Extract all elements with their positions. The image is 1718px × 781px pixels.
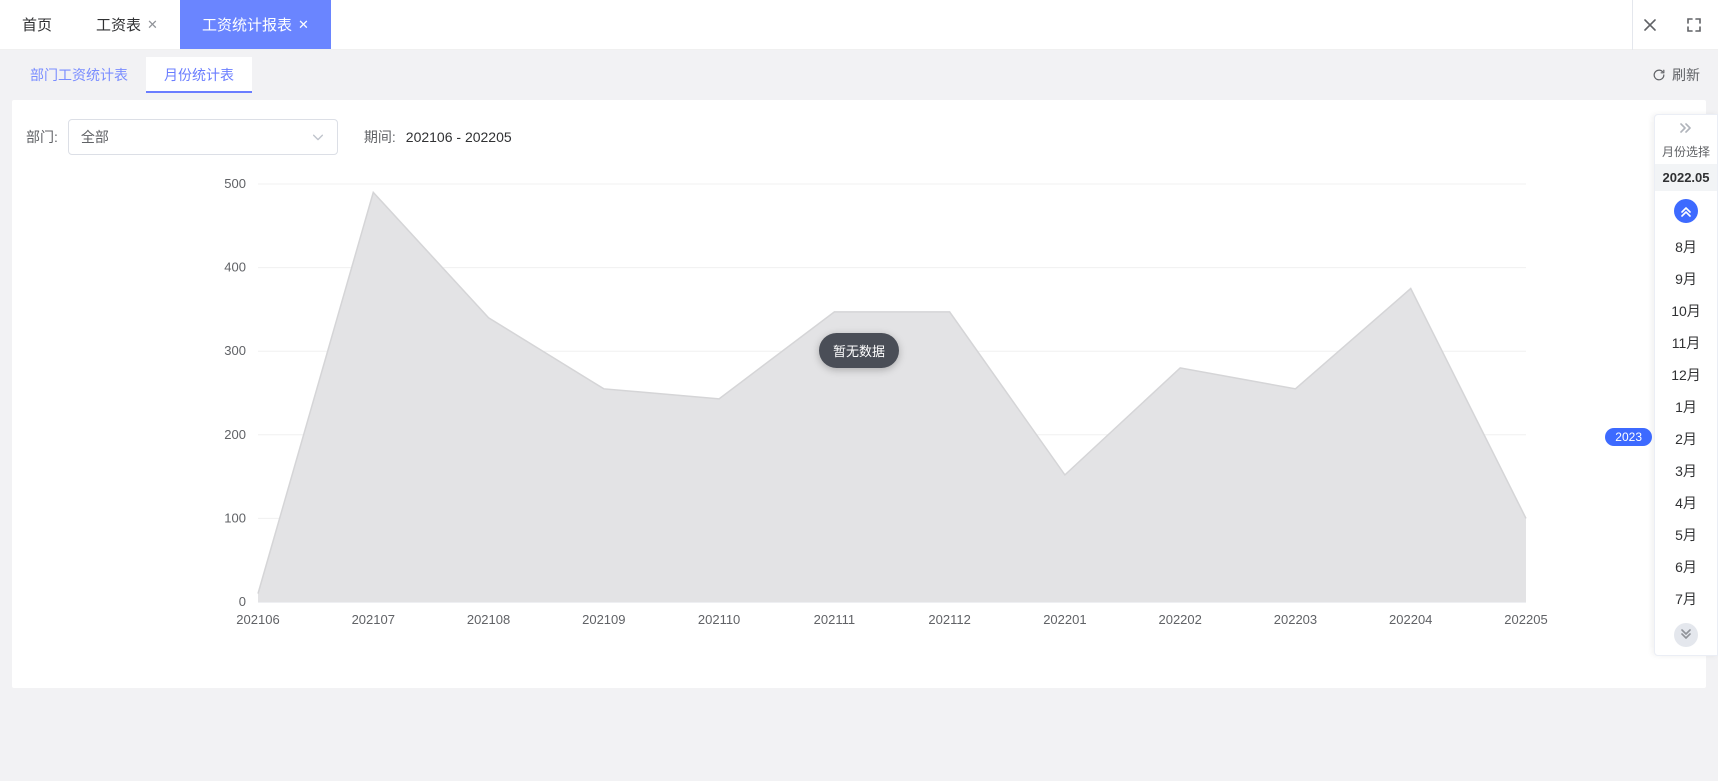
month-picker-panel: 月份选择 2022.05 8月9月10月11月12月1月2月3月4月5月6月7月 (1654, 114, 1718, 656)
svg-text:202110: 202110 (698, 612, 740, 627)
svg-text:202108: 202108 (467, 612, 510, 627)
subtab-label: 部门工资统计表 (30, 65, 128, 85)
month-list: 8月9月10月11月12月1月2月3月4月5月6月7月 (1655, 231, 1717, 615)
tab-label: 工资统计报表 (202, 14, 292, 35)
svg-text:202205: 202205 (1504, 612, 1547, 627)
svg-text:202107: 202107 (352, 612, 395, 627)
tab-salary-stats-report[interactable]: 工资统计报表 ✕ (180, 0, 331, 49)
page-body: 部门工资统计表 月份统计表 刷新 部门: 全部 期间: 202106 - 202… (0, 50, 1718, 781)
year-badge: 2023 (1605, 428, 1652, 446)
month-panel-title: 月份选择 (1655, 141, 1717, 164)
month-item[interactable]: 12月 (1671, 359, 1701, 391)
svg-text:202106: 202106 (236, 612, 279, 627)
svg-text:202204: 202204 (1389, 612, 1432, 627)
tab-label: 工资表 (96, 14, 141, 35)
department-filter: 部门: 全部 (26, 119, 338, 155)
svg-text:202202: 202202 (1158, 612, 1201, 627)
month-item[interactable]: 2月 (1675, 423, 1697, 455)
month-item[interactable]: 7月 (1675, 583, 1697, 615)
month-item[interactable]: 5月 (1675, 519, 1697, 551)
chevrons-right-icon (1678, 121, 1694, 135)
svg-text:202203: 202203 (1274, 612, 1317, 627)
svg-text:202109: 202109 (582, 612, 625, 627)
refresh-icon (1652, 68, 1666, 82)
period-label: 期间: (364, 127, 396, 147)
svg-text:400: 400 (224, 260, 246, 275)
department-label: 部门: (26, 127, 58, 147)
svg-text:200: 200 (224, 427, 246, 442)
content-card: 部门: 全部 期间: 202106 - 202205 0 100 200 300 400… (12, 100, 1706, 688)
month-item[interactable]: 8月 (1675, 231, 1697, 263)
svg-text:0: 0 (239, 594, 246, 609)
svg-text:300: 300 (224, 343, 246, 358)
chart-tooltip: 暂无数据 (819, 333, 899, 368)
department-select[interactable]: 全部 (68, 119, 338, 155)
month-item[interactable]: 3月 (1675, 455, 1697, 487)
svg-text:202201: 202201 (1043, 612, 1086, 627)
close-icon (1642, 17, 1658, 33)
scroll-up-button[interactable] (1674, 199, 1698, 223)
month-item[interactable]: 1月 (1675, 391, 1697, 423)
chevrons-down-icon (1680, 629, 1692, 641)
month-item[interactable]: 4月 (1675, 487, 1697, 519)
top-tab-bar: 首页 工资表 ✕ 工资统计报表 ✕ (0, 0, 1718, 50)
chevron-down-icon (311, 130, 325, 144)
subtab-month-stats[interactable]: 月份统计表 (146, 57, 252, 93)
tooltip-text: 暂无数据 (833, 344, 885, 359)
scroll-down-button[interactable] (1674, 623, 1698, 647)
subtab-dept-stats[interactable]: 部门工资统计表 (12, 57, 146, 93)
svg-text:500: 500 (224, 176, 246, 191)
tab-home[interactable]: 首页 (0, 0, 74, 49)
topbar-right-controls (1632, 0, 1718, 50)
month-item[interactable]: 9月 (1675, 263, 1697, 295)
subtab-label: 月份统计表 (164, 65, 234, 85)
department-select-value: 全部 (81, 127, 109, 147)
period-filter: 期间: 202106 - 202205 (364, 127, 512, 147)
month-item[interactable]: 6月 (1675, 551, 1697, 583)
fullscreen-button[interactable] (1680, 11, 1708, 39)
collapse-panel-button[interactable] (1655, 115, 1717, 141)
svg-text:202112: 202112 (928, 612, 970, 627)
chevrons-up-icon (1680, 205, 1692, 217)
svg-text:202111: 202111 (814, 612, 855, 627)
close-all-button[interactable] (1632, 0, 1666, 50)
refresh-button[interactable]: 刷新 (1652, 65, 1700, 85)
close-icon[interactable]: ✕ (147, 17, 158, 33)
subtab-row: 部门工资统计表 月份统计表 刷新 (0, 50, 1718, 100)
period-value: 202106 - 202205 (406, 129, 512, 145)
expand-icon (1686, 17, 1702, 33)
refresh-label: 刷新 (1672, 65, 1700, 85)
month-item[interactable]: 11月 (1672, 327, 1701, 359)
subtabs: 部门工资统计表 月份统计表 (12, 57, 252, 93)
chart-container: 0 100 200 300 400 500 202106 202107 202108 202109… (26, 166, 1692, 636)
close-icon[interactable]: ✕ (298, 17, 309, 33)
filter-row: 部门: 全部 期间: 202106 - 202205 (26, 100, 1692, 166)
tab-label: 首页 (22, 14, 52, 35)
tab-salary-sheet[interactable]: 工资表 ✕ (74, 0, 180, 49)
month-item[interactable]: 10月 (1671, 295, 1701, 327)
month-panel-selected: 2022.05 (1655, 164, 1717, 191)
area-chart: 0 100 200 300 400 500 202106 202107 202108 202109… (26, 166, 1692, 636)
svg-text:100: 100 (224, 510, 246, 525)
